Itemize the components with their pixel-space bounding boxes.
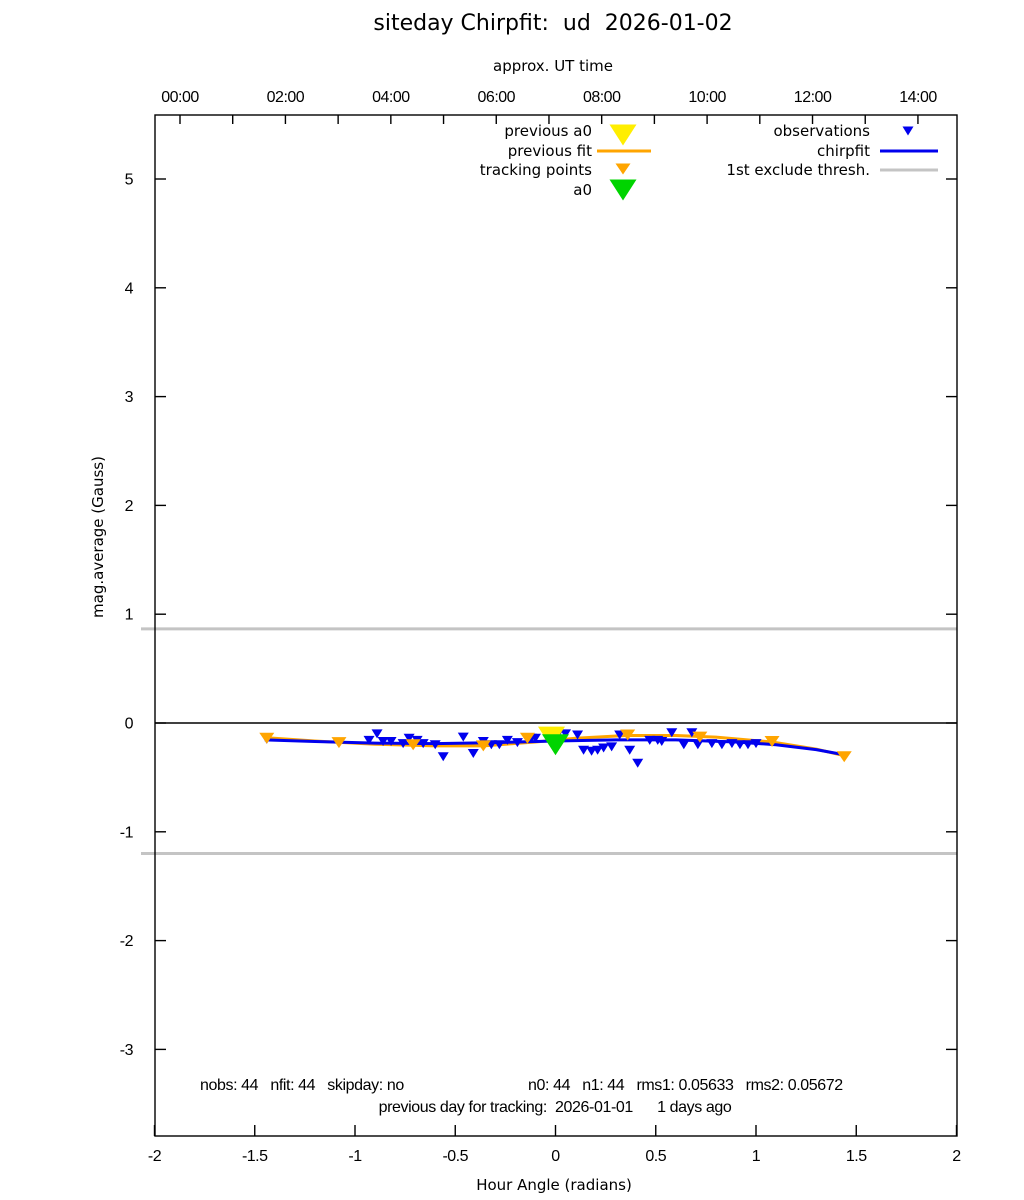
observation-marker (666, 728, 678, 738)
top-tick-label: 12:00 (794, 89, 832, 106)
observation-marker (429, 740, 441, 750)
tracking-point-marker (405, 739, 421, 751)
a0-marker (542, 734, 569, 756)
top-tick-label: 10:00 (688, 89, 726, 106)
tracking-point-marker (331, 737, 347, 749)
tracking-point-marker (620, 729, 636, 741)
top-tick-label: 00:00 (161, 89, 199, 106)
stats-line2: previous day for tracking: 2026-01-01 1 … (378, 1099, 732, 1116)
observation-marker (750, 739, 762, 749)
observation-marker (606, 742, 618, 752)
y-tick-label: 5 (125, 172, 134, 189)
observation-marker (734, 740, 746, 750)
observation-marker (385, 736, 397, 746)
legend-label-tracking-points: tracking points (479, 161, 592, 179)
y-tick-label: 2 (125, 498, 134, 515)
x-axis-title: Hour Angle (radians) (476, 1176, 632, 1194)
legend-tracking-points-icon (615, 163, 631, 175)
y-tick-label: 0 (125, 716, 134, 733)
top-tick-label: 14:00 (899, 89, 937, 106)
x-tick-label: 1.5 (846, 1148, 867, 1165)
y-tick-label: 3 (125, 389, 134, 406)
y-tick-label: -3 (120, 1042, 134, 1059)
legend-label-previous-a0: previous a0 (504, 122, 592, 140)
observation-marker (598, 743, 610, 753)
top-tick-label: 04:00 (372, 89, 410, 106)
legend-a0-icon (609, 179, 637, 201)
chirpfit-line (264, 738, 847, 757)
observation-marker (656, 736, 668, 746)
legend-label-a0: a0 (573, 181, 592, 199)
tracking-point-marker (519, 732, 535, 744)
legend-label-observations: observations (773, 122, 870, 140)
observation-marker (644, 735, 656, 745)
tracking-point-marker (692, 731, 708, 743)
observation-marker (678, 740, 690, 750)
observation-marker (457, 732, 469, 742)
tracking-point-marker (259, 732, 275, 744)
observation-marker (592, 745, 604, 755)
x-tick-label: 0 (551, 1148, 560, 1165)
tracking-point-marker (764, 735, 780, 747)
x-tick-label: 0.5 (645, 1148, 666, 1165)
observation-marker (742, 740, 754, 750)
plot-border (154, 114, 958, 1137)
legend-label-previous-fit: previous fit (507, 142, 592, 160)
observation-marker (632, 758, 644, 768)
observation-marker (377, 736, 389, 746)
observation-marker (572, 730, 584, 740)
x-tick-label: -1.5 (242, 1148, 268, 1165)
y-tick-label: -2 (120, 933, 134, 950)
top-axis-title: approx. UT time (493, 57, 613, 75)
stats-line1-right: n0: 44 n1: 44 rms1: 0.05633 rms2: 0.0567… (528, 1077, 843, 1094)
observation-marker (692, 740, 704, 750)
observation-marker (501, 735, 513, 745)
tracking-point-marker (836, 751, 852, 763)
legend-observations-icon (902, 126, 914, 136)
legend-previous-a0-icon (609, 124, 637, 146)
observation-marker (716, 740, 728, 750)
y-tick-label: 4 (125, 280, 134, 297)
top-tick-label: 06:00 (478, 89, 516, 106)
observation-marker (624, 745, 636, 755)
legend-label-exclude-thresh: 1st exclude thresh. (726, 161, 870, 179)
x-tick-label: -1 (348, 1148, 362, 1165)
x-tick-label: 1 (752, 1148, 761, 1165)
legend-label-chirpfit: chirpfit (817, 142, 870, 160)
observation-marker (686, 728, 698, 738)
observation-marker (467, 748, 479, 758)
chart-title: siteday Chirpfit: ud 2026-01-02 (373, 11, 733, 36)
x-tick-label: -0.5 (442, 1148, 468, 1165)
observation-marker (437, 752, 449, 762)
observation-marker (397, 739, 409, 749)
y-tick-label: 1 (125, 607, 134, 624)
observation-marker (371, 729, 383, 739)
observation-marker (493, 740, 505, 750)
y-tick-label: -1 (120, 824, 134, 841)
stats-line1-left: nobs: 44 nfit: 44 skipday: no (200, 1077, 404, 1094)
observation-marker (363, 735, 375, 745)
observation-marker (417, 739, 429, 749)
top-tick-label: 02:00 (267, 89, 305, 106)
top-tick-label: 08:00 (583, 89, 621, 106)
x-tick-label: 2 (952, 1148, 961, 1165)
observation-marker (706, 739, 718, 749)
observation-marker (726, 739, 738, 749)
tracking-point-marker (475, 740, 491, 752)
observation-marker (560, 729, 572, 739)
observation-marker (511, 738, 523, 748)
observation-marker (578, 745, 590, 755)
x-tick-label: -2 (148, 1148, 162, 1165)
